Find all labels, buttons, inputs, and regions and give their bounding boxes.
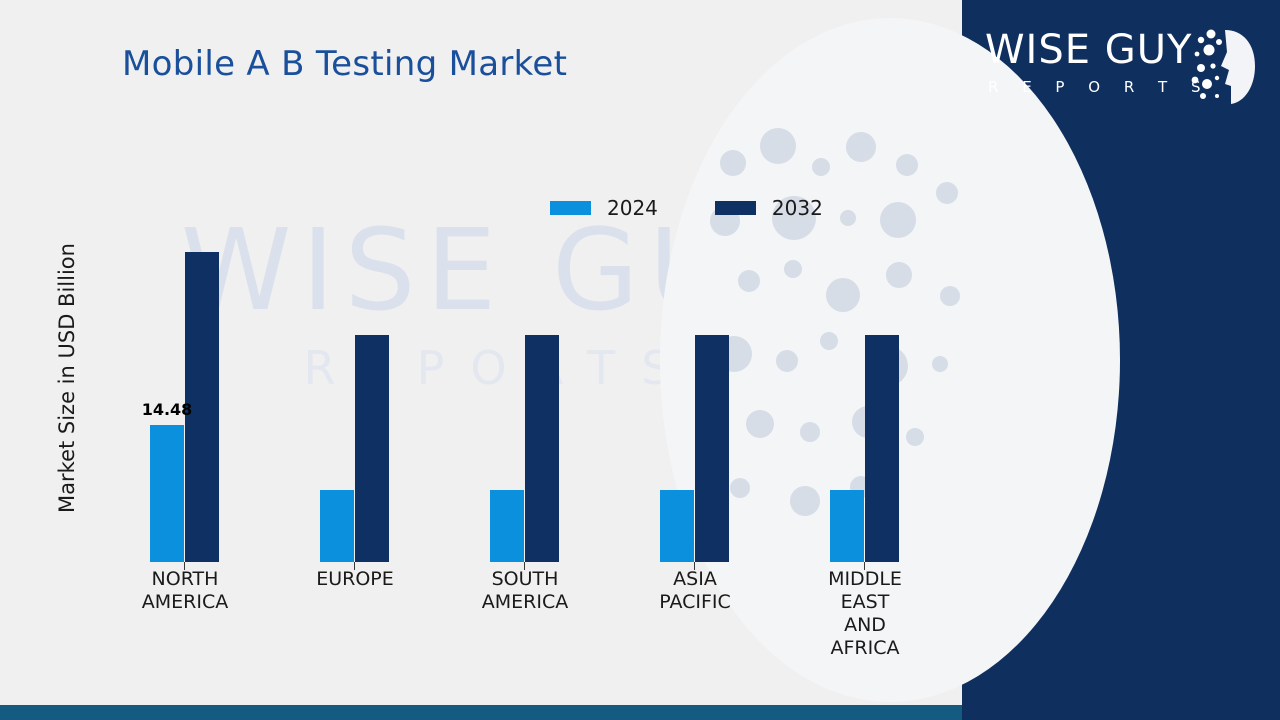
bar-2032[interactable] [185,252,219,562]
bottom-accent-bar [0,705,962,720]
bar-2032[interactable] [525,335,559,562]
x-axis-category-label: NORTH AMERICA [141,568,229,613]
legend-label-2024: 2024 [607,196,658,220]
axis-tick [354,562,355,570]
bar-2032[interactable] [865,335,899,562]
bar-2024[interactable] [830,490,864,562]
x-axis-category-label: SOUTH AMERICA [481,568,569,613]
bar-2024[interactable] [150,425,184,562]
logo-tagline: R E P O R T S [988,78,1210,96]
legend-swatch-2032 [714,201,756,215]
axis-tick [524,562,525,570]
legend-swatch-2024 [550,201,591,215]
page-title: Mobile A B Testing Market [122,44,568,84]
legend-label-2032: 2032 [771,196,823,220]
axis-tick [864,562,865,570]
bar-2032[interactable] [355,335,389,562]
plot-area: Market Size in USD Billion 14.48 NORTH AME… [55,243,902,659]
x-axis-category-label: ASIA PACIFIC [659,568,731,613]
bar-2024[interactable] [490,490,524,562]
x-axis-category-label: EUROPE [316,568,394,590]
legend-item-2024[interactable]: 2024 [550,196,658,220]
brand-logo: WISE GUY R E P O R T S [985,27,1265,112]
y-axis-label: Market Size in USD Billion [55,243,79,513]
bar-value-label: 14.48 [141,400,193,419]
axis-tick [694,562,695,570]
bar-2024[interactable] [660,490,694,562]
bar-2032[interactable] [695,335,729,562]
head-profile-icon [1191,29,1255,104]
legend-item-2032[interactable]: 2032 [714,196,823,220]
logo-name: WISE GUY [985,27,1193,73]
axis-tick [184,562,185,570]
chart-legend: 2024 2032 [550,196,823,220]
bar-2024[interactable] [320,490,354,562]
dotted-brain-decoration [700,110,1040,570]
x-axis-category-label: MIDDLE EAST AND AFRICA [828,568,902,659]
